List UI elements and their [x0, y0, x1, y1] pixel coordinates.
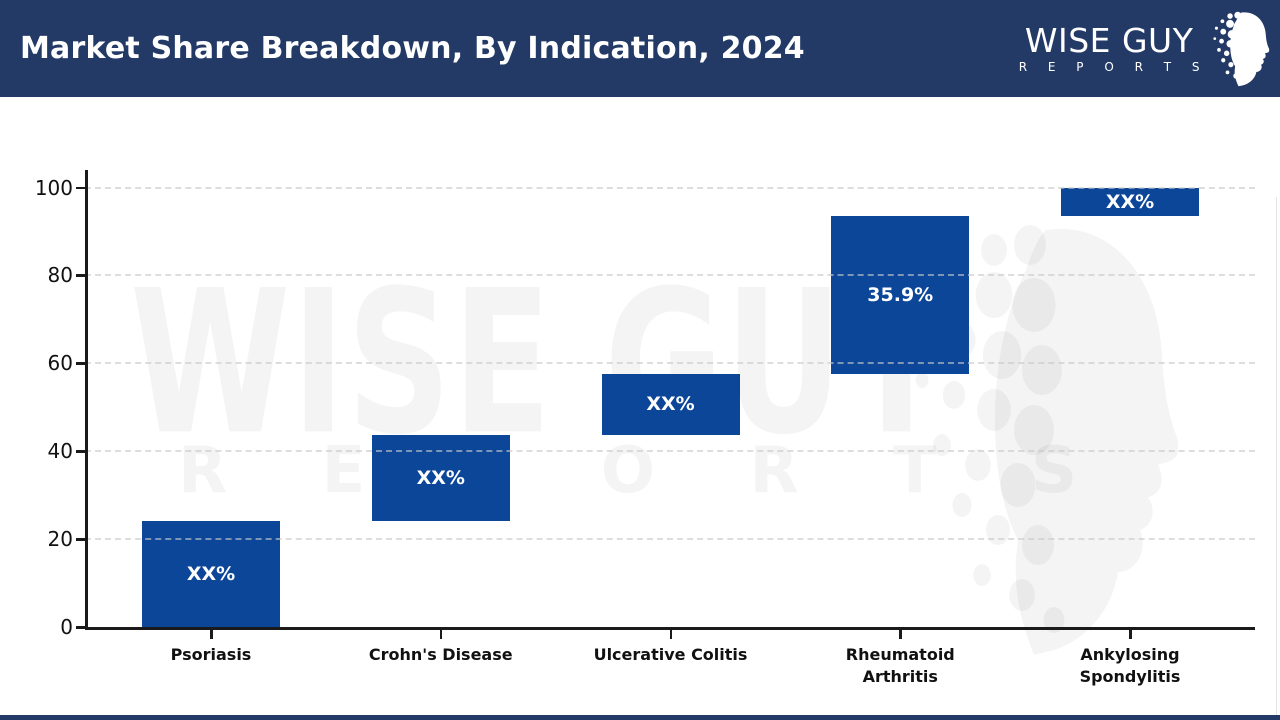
- y-tick-mark: [76, 362, 85, 365]
- bar-value-label: XX%: [186, 563, 236, 586]
- logo-tagline-text: R E P O R T S: [1018, 59, 1208, 74]
- plot-area: XX% XX% XX% 35.9% XX% 0 20 40 60 80 100 Psoriasis Cr…: [0, 97, 1280, 715]
- chart-canvas: WISE GUY R E P O R T S XX%XX%XX%35.9%XX%…: [0, 97, 1280, 720]
- bar-segment: XX%: [371, 434, 510, 522]
- y-tick-mark: [76, 538, 85, 541]
- x-category-label: Ulcerative Colitis: [551, 644, 791, 666]
- bar-segment: XX%: [601, 373, 740, 435]
- header-banner: Market Share Breakdown, By Indication, 2…: [0, 0, 1280, 97]
- x-tick-mark: [439, 630, 443, 639]
- y-tick-label: 0: [60, 615, 73, 639]
- footer-accent-bar: [0, 715, 1280, 720]
- x-category-label-line: Ankylosing: [1080, 645, 1180, 664]
- bar-segment: XX%: [1061, 187, 1199, 217]
- x-category-label-line: Ulcerative Colitis: [593, 645, 748, 664]
- gridline: [85, 362, 1255, 365]
- x-category-label-line: Psoriasis: [170, 645, 252, 664]
- y-tick-label: 20: [47, 527, 73, 552]
- gridline: [85, 186, 1255, 189]
- x-tick-mark: [1129, 630, 1132, 639]
- x-category-label-line: Rheumatoid: [845, 645, 955, 664]
- bar-value-label: XX%: [1105, 190, 1155, 213]
- x-category-label: Rheumatoid Arthritis: [780, 644, 1020, 688]
- y-tick-label: 80: [47, 263, 73, 288]
- bar-value-label: 35.9%: [867, 284, 934, 306]
- logo-name-text: WISE GUY: [1024, 21, 1194, 61]
- x-category-label: Ankylosing Spondylitis: [1010, 644, 1250, 688]
- y-tick-mark: [76, 186, 85, 190]
- x-tick-mark: [899, 630, 902, 639]
- x-tick-mark: [669, 630, 672, 639]
- page-title: Market Share Breakdown, By Indication, 2…: [20, 31, 805, 66]
- y-tick-label: 60: [47, 351, 73, 376]
- x-category-label: Psoriasis: [91, 644, 331, 666]
- wise-guy-reports-logo: WISE GUY R E P O R T S: [1010, 10, 1270, 88]
- gridline: [85, 538, 1255, 541]
- gridline: [85, 274, 1255, 277]
- y-axis-line: [85, 170, 88, 630]
- y-tick-mark: [76, 450, 85, 453]
- figure-edge-line: [1276, 197, 1277, 720]
- x-category-label-line: Spondylitis: [1079, 667, 1181, 686]
- x-category-label-line: Crohn's Disease: [368, 645, 513, 664]
- x-category-label-line: Arthritis: [862, 667, 938, 686]
- x-category-label: Crohn's Disease: [321, 644, 561, 666]
- y-tick-label: 40: [47, 439, 73, 464]
- bar-value-label: XX%: [646, 393, 695, 416]
- bar-value-label: XX%: [416, 467, 465, 490]
- y-tick-mark: [76, 626, 85, 629]
- bar-segment: XX%: [142, 521, 280, 627]
- gridline: [85, 450, 1255, 453]
- x-axis-line: [85, 627, 1255, 630]
- head-profile-icon: [1213, 11, 1270, 87]
- x-tick-mark: [210, 630, 213, 639]
- y-tick-mark: [76, 274, 85, 277]
- bar-segment: 35.9%: [831, 216, 970, 374]
- y-tick-label: 100: [34, 175, 73, 200]
